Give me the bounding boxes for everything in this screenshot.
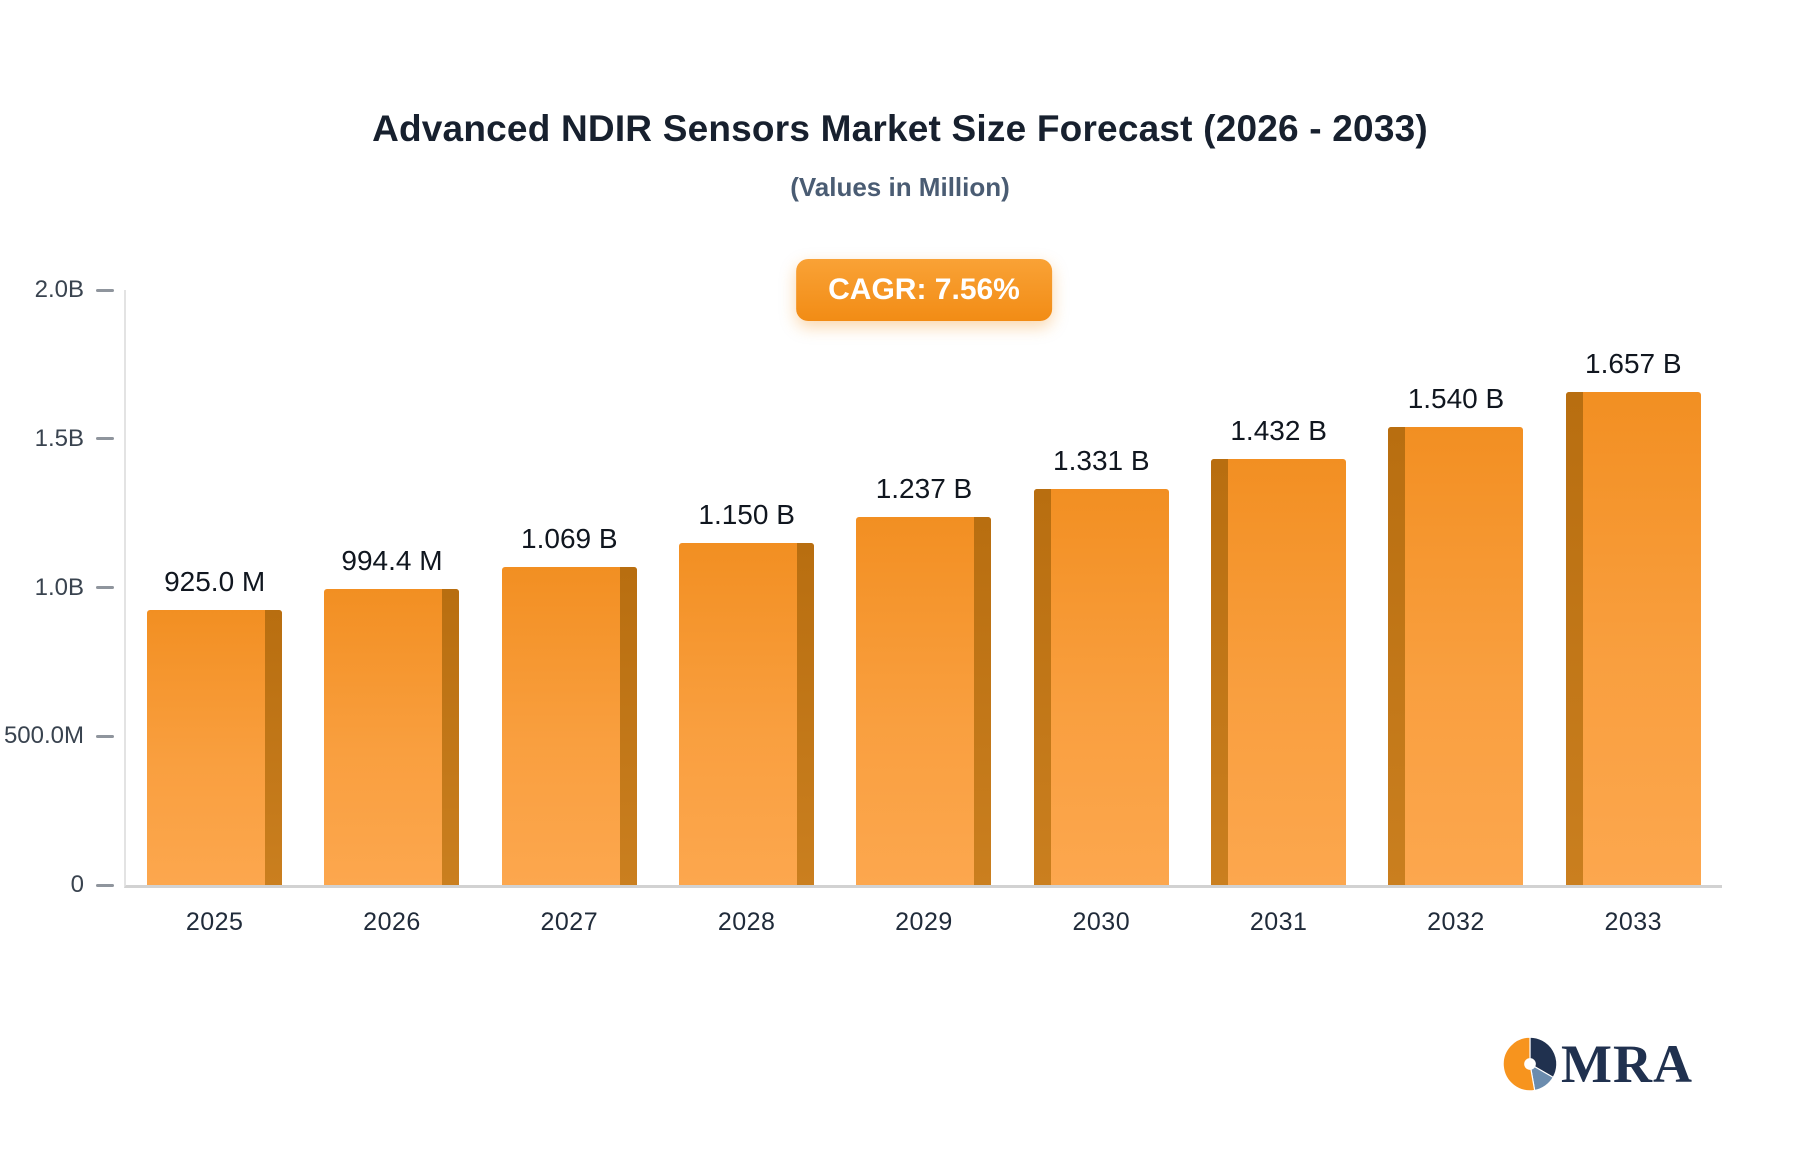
bar-2025 [147,610,283,885]
y-tick: 2.0B [35,278,114,302]
y-tick-label: 1.5B [34,424,84,452]
x-axis-label: 2030 [1072,908,1131,936]
tick-dash-icon [96,734,114,738]
y-tick: 500.0M [4,724,114,748]
bar-column: 1.331 B 2030 [1013,290,1190,936]
bar-side-face [1388,427,1406,885]
bar-value-label: 1.150 B [698,499,795,530]
bar-side-face [442,589,460,885]
y-tick: 1.5B [34,424,114,452]
tick-dash-icon [96,437,114,441]
tick-dash-icon [96,586,114,589]
x-axis-label: 2033 [1604,908,1663,936]
y-tick: 0 [71,873,114,897]
bar-column: 1.150 B 2028 [658,290,835,936]
bar-side-face [1565,392,1583,885]
tick-dash-icon [96,883,114,887]
bar-column: 1.432 B 2031 [1190,290,1367,936]
bar-value-label: 1.331 B [1053,445,1150,476]
bar-2027 [501,567,637,885]
plot-area: 0 500.0M 1.0B 1.5B 2.0B 925.0 M 2025 994.4 M 202… [4,278,1722,936]
y-tick-label: 1.0B [34,573,84,601]
bar-value-label: 994.4 M [341,545,443,576]
bar-2026 [324,589,460,885]
bar-column: 1.069 B 2027 [481,290,658,936]
x-axis-label: 2032 [1427,908,1485,936]
bar-value-label: 1.069 B [521,523,618,554]
bar-side-face [1033,489,1051,885]
y-tick: 1.0B [34,573,114,601]
bar-column: 1.657 B 2033 [1545,290,1722,936]
bar-2030 [1033,489,1169,885]
bar-2028 [679,543,815,885]
y-tick-label: 0 [70,871,84,898]
x-axis-label: 2029 [895,908,953,936]
bar-2032 [1388,427,1524,885]
bar-value-label: 1.657 B [1585,348,1682,379]
bar-side-face [974,517,992,885]
x-axis-label: 2031 [1249,908,1308,936]
bar-column: 994.4 M 2026 [303,290,480,936]
x-axis-label: 2027 [540,908,599,936]
bar-side-face [1211,459,1229,885]
bar-2029 [856,517,992,885]
bar-2033 [1565,392,1701,885]
logo-pie-icon [1502,1036,1558,1092]
bar-side-face [797,543,815,885]
bar-value-label: 1.237 B [875,473,973,504]
bar-column: 1.540 B 2032 [1367,290,1544,936]
bar-value-label: 925.0 M [164,566,266,597]
tick-dash-icon [96,288,114,292]
x-axis-label: 2028 [717,908,776,936]
page-title: Advanced NDIR Sensors Market Size Foreca… [372,108,1428,149]
bar-side-face [619,567,637,885]
bar-value-label: 1.540 B [1407,383,1505,414]
logo-text: MRA [1561,1034,1693,1094]
x-axis-label: 2025 [185,908,244,936]
y-tick-label: 2.0B [34,276,84,303]
bar-side-face [265,610,283,885]
x-axis-label: 2026 [363,908,421,936]
y-tick-label: 500.0M [3,722,84,750]
logo: MRA [1502,1036,1693,1092]
bar-2031 [1211,459,1347,885]
bar-value-label: 1.432 B [1230,415,1327,446]
bar-column: 925.0 M 2025 [126,290,303,936]
bar-column: 1.237 B 2029 [835,290,1012,936]
page-subtitle: (Values in Million) [790,172,1010,202]
cagr-badge: CAGR: 7.56% [796,259,1052,321]
